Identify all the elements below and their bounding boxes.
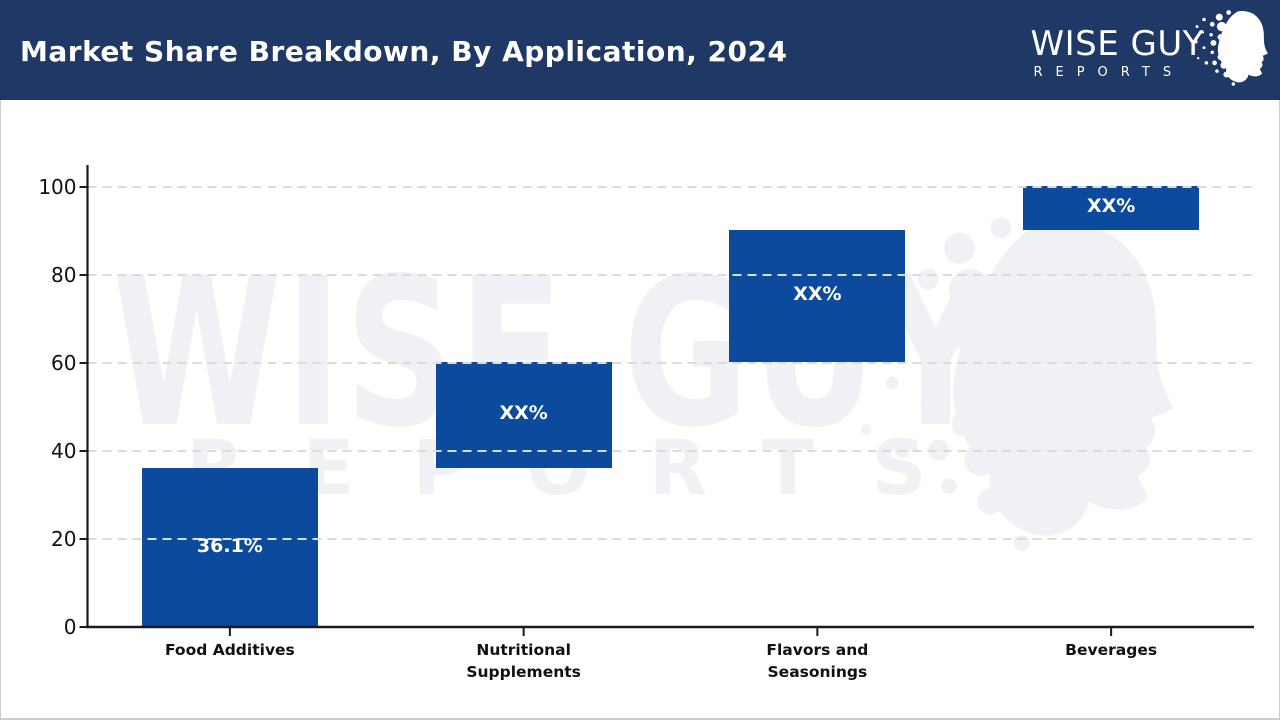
- logo-face-icon: [1194, 10, 1268, 86]
- brand-logo: WISE GUY REPORTS: [1030, 6, 1272, 94]
- app-header: Market Share Breakdown, By Application, …: [0, 0, 1280, 100]
- brand-subtitle: REPORTS: [1033, 65, 1185, 80]
- page-title: Market Share Breakdown, By Application, …: [20, 35, 788, 68]
- brand-logo-text: WISE GUY REPORTS: [1030, 26, 1204, 80]
- brand-name: WISE GUY: [1030, 24, 1204, 64]
- chart-canvas: [0, 100, 1280, 720]
